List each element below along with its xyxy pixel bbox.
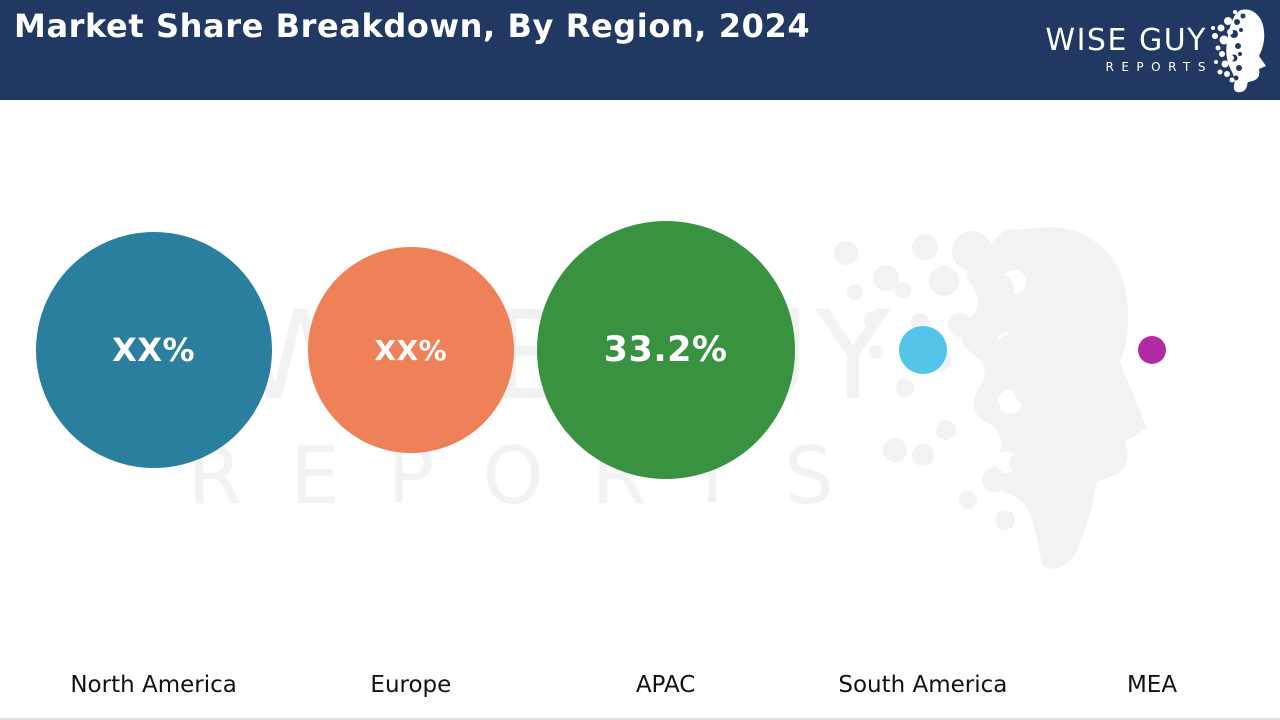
wiseguy-logo: WISE GUY REPORTS: [1045, 4, 1268, 94]
logo-wordmark-line2: REPORTS: [1105, 60, 1213, 74]
category-labels: North America Europe APAC South America MEA: [0, 100, 1280, 720]
bubble-value-label: 33.2%: [603, 330, 728, 370]
bubble-value-label: XX%: [374, 333, 448, 367]
category-label-europe: Europe: [370, 672, 452, 698]
bubble-north-america: XX%: [35, 232, 272, 468]
bottom-divider: [0, 718, 1280, 720]
logo-wordmark: WISE GUY REPORTS: [1045, 23, 1207, 75]
bubble-value-label: XX%: [112, 331, 196, 369]
header: Market Share Breakdown, By Region, 2024 …: [0, 0, 1280, 100]
logo-wordmark-line1: WISE GUY: [1045, 23, 1207, 58]
chart-area: WISE GUY REPORTS: [0, 100, 1280, 720]
bubble-chart: XX% XX% 33.2%: [0, 100, 1280, 720]
category-label-south-america: South America: [838, 672, 1008, 698]
logo-head-icon: [1211, 9, 1266, 93]
bubble-apac: 33.2%: [536, 221, 795, 479]
category-label-apac: APAC: [635, 672, 696, 698]
bubble-europe: XX%: [307, 247, 514, 453]
category-label-mea: MEA: [1126, 672, 1178, 698]
category-label-north-america: North America: [70, 672, 237, 698]
page-title: Market Share Breakdown, By Region, 2024: [14, 7, 811, 45]
